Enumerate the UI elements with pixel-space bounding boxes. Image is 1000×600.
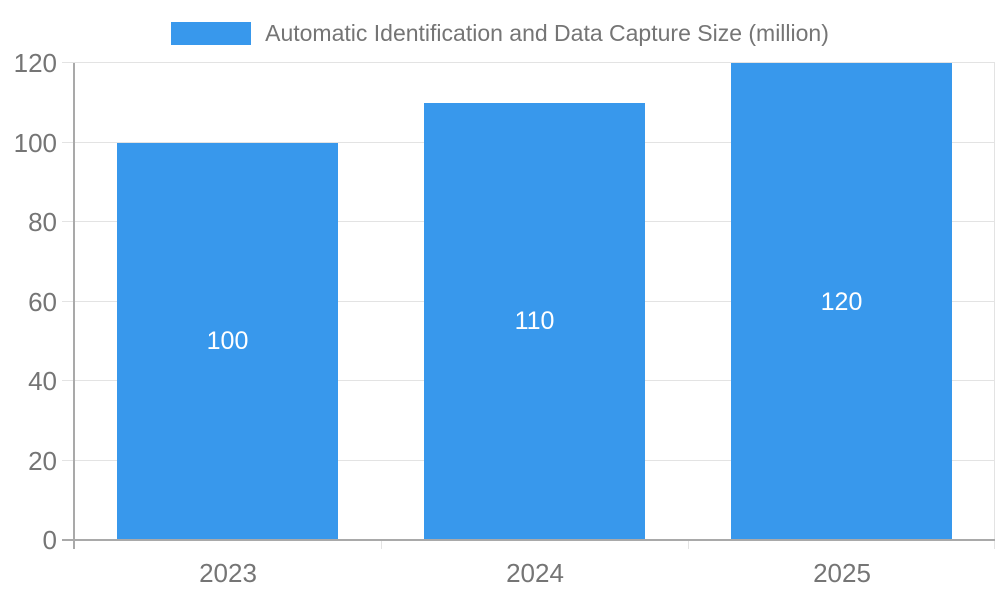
y-tick-label: 0 [42,525,57,555]
category-tick [688,540,689,549]
x-tick-label: 2025 [813,558,871,588]
bar [424,102,645,540]
y-tick-label: 60 [28,286,57,317]
legend-swatch [171,21,252,45]
bar-value-label: 120 [820,288,863,316]
bar [117,142,338,540]
x-tick-label: 2024 [506,558,564,588]
y-tick-label: 100 [13,127,57,158]
x-axis-line [62,539,995,541]
y-tick-label: 20 [28,445,57,476]
plot-right-border [994,63,995,549]
chart-legend: Automatic Identification and Data Captur… [0,19,1000,47]
y-gridline [62,62,995,63]
bar-value-label: 110 [514,307,555,335]
y-tick-label: 80 [28,207,57,237]
y-tick-label: 120 [13,48,57,78]
x-tick-label: 2023 [199,558,257,588]
category-tick [381,540,382,549]
bar [731,63,952,540]
y-axis-line [73,63,75,549]
bar-value-label: 100 [206,327,249,355]
chart-title: Automatic Identification and Data Captur… [265,19,829,46]
y-tick-label: 40 [28,366,57,396]
